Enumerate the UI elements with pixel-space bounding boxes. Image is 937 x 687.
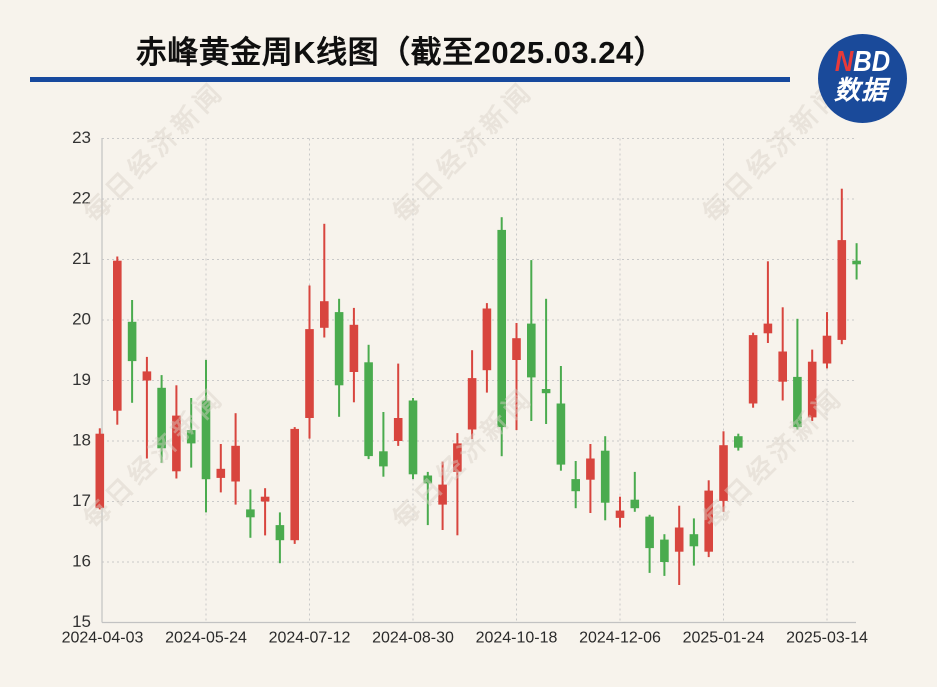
svg-text:2024-12-06: 2024-12-06 <box>579 630 661 647</box>
svg-text:21: 21 <box>72 249 91 268</box>
svg-text:2024-07-12: 2024-07-12 <box>269 630 351 647</box>
svg-text:20: 20 <box>72 310 91 329</box>
svg-text:2024-05-24: 2024-05-24 <box>165 630 247 647</box>
svg-text:22: 22 <box>72 189 91 208</box>
svg-text:18: 18 <box>72 431 91 450</box>
svg-text:23: 23 <box>72 128 91 147</box>
svg-text:2025-03-14: 2025-03-14 <box>786 630 868 647</box>
svg-text:2024-04-03: 2024-04-03 <box>62 630 144 647</box>
svg-text:2024-08-30: 2024-08-30 <box>372 630 454 647</box>
svg-text:2024-10-18: 2024-10-18 <box>476 630 558 647</box>
svg-text:19: 19 <box>72 370 91 389</box>
svg-text:15: 15 <box>72 612 91 631</box>
svg-text:2025-01-24: 2025-01-24 <box>683 630 765 647</box>
svg-text:17: 17 <box>72 491 91 510</box>
svg-text:16: 16 <box>72 552 91 571</box>
